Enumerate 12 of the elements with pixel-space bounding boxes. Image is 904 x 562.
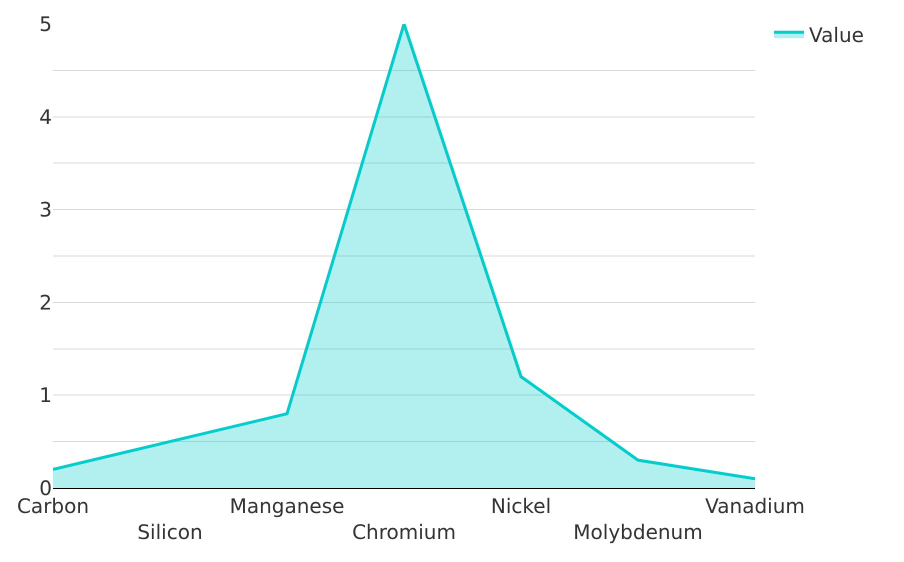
x-tick-label: Manganese: [230, 494, 344, 518]
y-tick-label: 2: [39, 290, 52, 314]
x-tick-label: Chromium: [352, 520, 456, 544]
y-tick-label: 5: [39, 12, 52, 36]
y-tick-label: 4: [39, 104, 52, 129]
legend-label: Value: [809, 23, 864, 48]
x-tick-label: Nickel: [490, 494, 552, 518]
x-tick-label: Silicon: [137, 520, 203, 544]
y-tick-label: 1: [39, 383, 52, 408]
x-tick-label: Vanadium: [705, 494, 805, 518]
x-tick-label: Molybdenum: [573, 520, 703, 544]
y-tick-label: 3: [39, 198, 52, 222]
